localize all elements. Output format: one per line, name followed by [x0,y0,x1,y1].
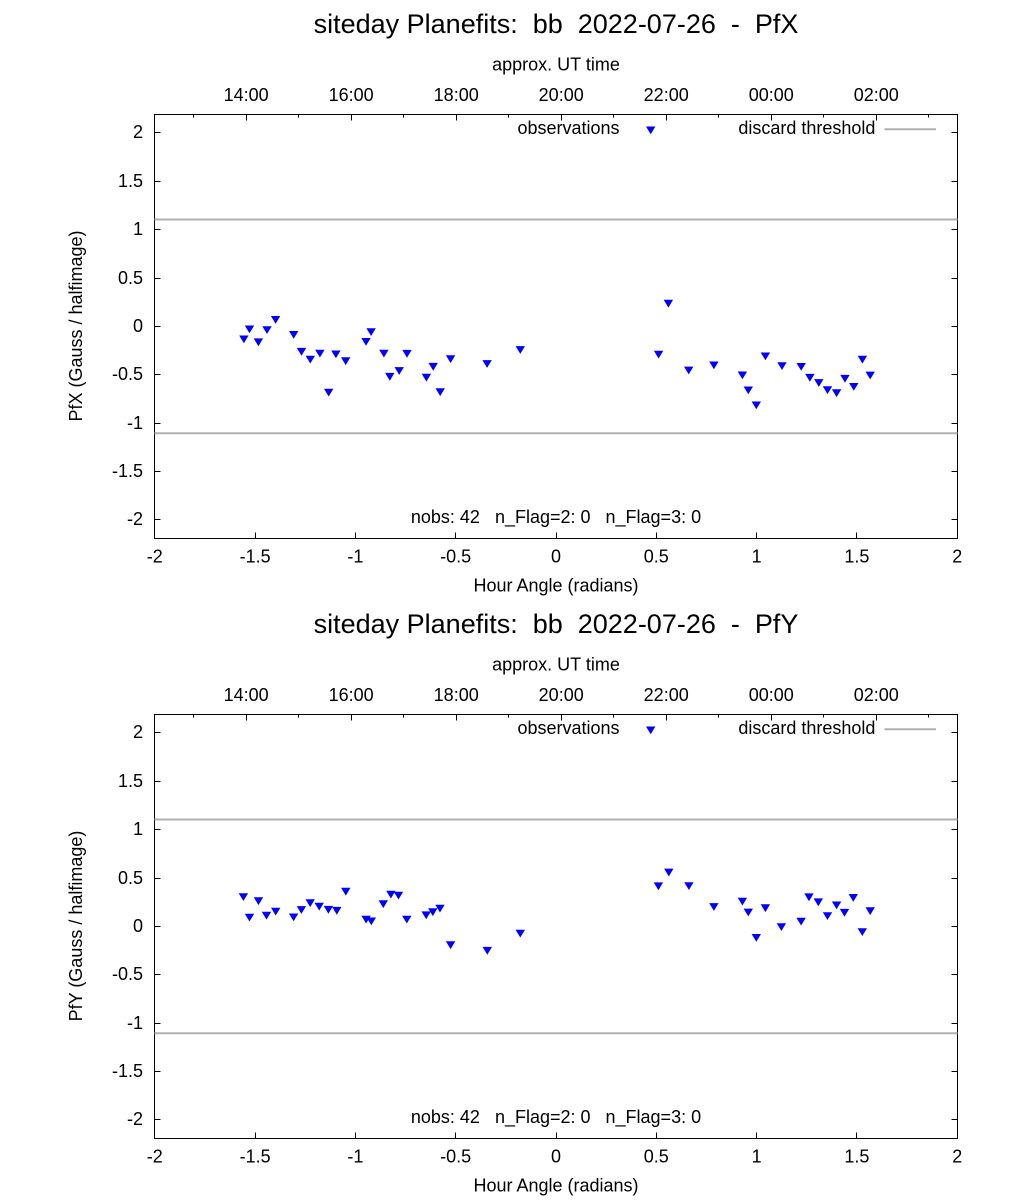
svg-text:00:00: 00:00 [749,85,794,105]
svg-text:0.5: 0.5 [118,268,143,288]
svg-text:1: 1 [133,219,143,239]
svg-text:-1: -1 [347,1146,363,1166]
svg-text:discard threshold: discard threshold [738,118,875,138]
svg-text:nobs: 42 n_Flag=2: 0 n_Fla: nobs: 42 n_Flag=2: 0 n_Flag=3: 0 [411,507,701,528]
svg-text:Hour Angle (radians): Hour Angle (radians) [473,1176,638,1196]
svg-text:-1: -1 [127,1013,143,1033]
svg-text:02:00: 02:00 [854,85,899,105]
svg-text:1: 1 [133,819,143,839]
svg-text:-2: -2 [147,546,163,566]
svg-text:-1.5: -1.5 [240,546,271,566]
svg-text:-1.5: -1.5 [112,461,143,481]
svg-text:-0.5: -0.5 [112,964,143,984]
svg-text:-1: -1 [127,413,143,433]
svg-text:observations: observations [517,118,619,138]
svg-text:1.5: 1.5 [118,771,143,791]
svg-text:0: 0 [551,1146,561,1166]
svg-text:siteday Planefits: bb 2022-0: siteday Planefits: bb 2022-07-26 - PfX [314,9,799,39]
svg-text:-0.5: -0.5 [440,546,471,566]
svg-text:22:00: 22:00 [644,85,689,105]
svg-text:nobs: 42 n_Flag=2: 0 n_Fla: nobs: 42 n_Flag=2: 0 n_Flag=3: 0 [411,1107,701,1128]
svg-text:2: 2 [133,722,143,742]
svg-text:discard threshold: discard threshold [738,718,875,738]
svg-text:0: 0 [133,316,143,336]
svg-text:0.5: 0.5 [644,546,669,566]
svg-text:00:00: 00:00 [749,685,794,705]
svg-text:-1: -1 [347,546,363,566]
svg-text:-1.5: -1.5 [240,1146,271,1166]
svg-text:0.5: 0.5 [644,1146,669,1166]
svg-text:approx. UT time: approx. UT time [492,655,620,675]
svg-text:02:00: 02:00 [854,685,899,705]
svg-text:1.5: 1.5 [844,546,869,566]
svg-text:14:00: 14:00 [224,85,269,105]
svg-text:1.5: 1.5 [844,1146,869,1166]
svg-text:approx. UT time: approx. UT time [492,55,620,75]
svg-text:-2: -2 [127,1109,143,1129]
svg-text:siteday Planefits: bb 2022-0: siteday Planefits: bb 2022-07-26 - PfY [314,609,799,639]
svg-text:Hour Angle (radians): Hour Angle (radians) [473,576,638,596]
svg-text:-0.5: -0.5 [112,364,143,384]
svg-text:1.5: 1.5 [118,171,143,191]
svg-text:0.5: 0.5 [118,868,143,888]
svg-text:20:00: 20:00 [539,85,584,105]
svg-text:20:00: 20:00 [539,685,584,705]
svg-text:-0.5: -0.5 [440,1146,471,1166]
svg-text:PfY (Gauss / halfimage): PfY (Gauss / halfimage) [66,831,86,1022]
svg-text:-1.5: -1.5 [112,1061,143,1081]
svg-text:1: 1 [752,1146,762,1166]
svg-text:-2: -2 [147,1146,163,1166]
svg-text:22:00: 22:00 [644,685,689,705]
svg-text:0: 0 [133,916,143,936]
svg-text:14:00: 14:00 [224,685,269,705]
svg-text:0: 0 [551,546,561,566]
svg-text:16:00: 16:00 [329,685,374,705]
svg-text:18:00: 18:00 [434,685,479,705]
svg-text:2: 2 [133,122,143,142]
svg-text:18:00: 18:00 [434,85,479,105]
svg-text:observations: observations [517,718,619,738]
svg-text:-2: -2 [127,509,143,529]
svg-text:PfX (Gauss / halfimage): PfX (Gauss / halfimage) [66,230,86,421]
svg-text:2: 2 [952,546,962,566]
svg-text:2: 2 [952,1146,962,1166]
svg-text:16:00: 16:00 [329,85,374,105]
svg-text:1: 1 [752,546,762,566]
